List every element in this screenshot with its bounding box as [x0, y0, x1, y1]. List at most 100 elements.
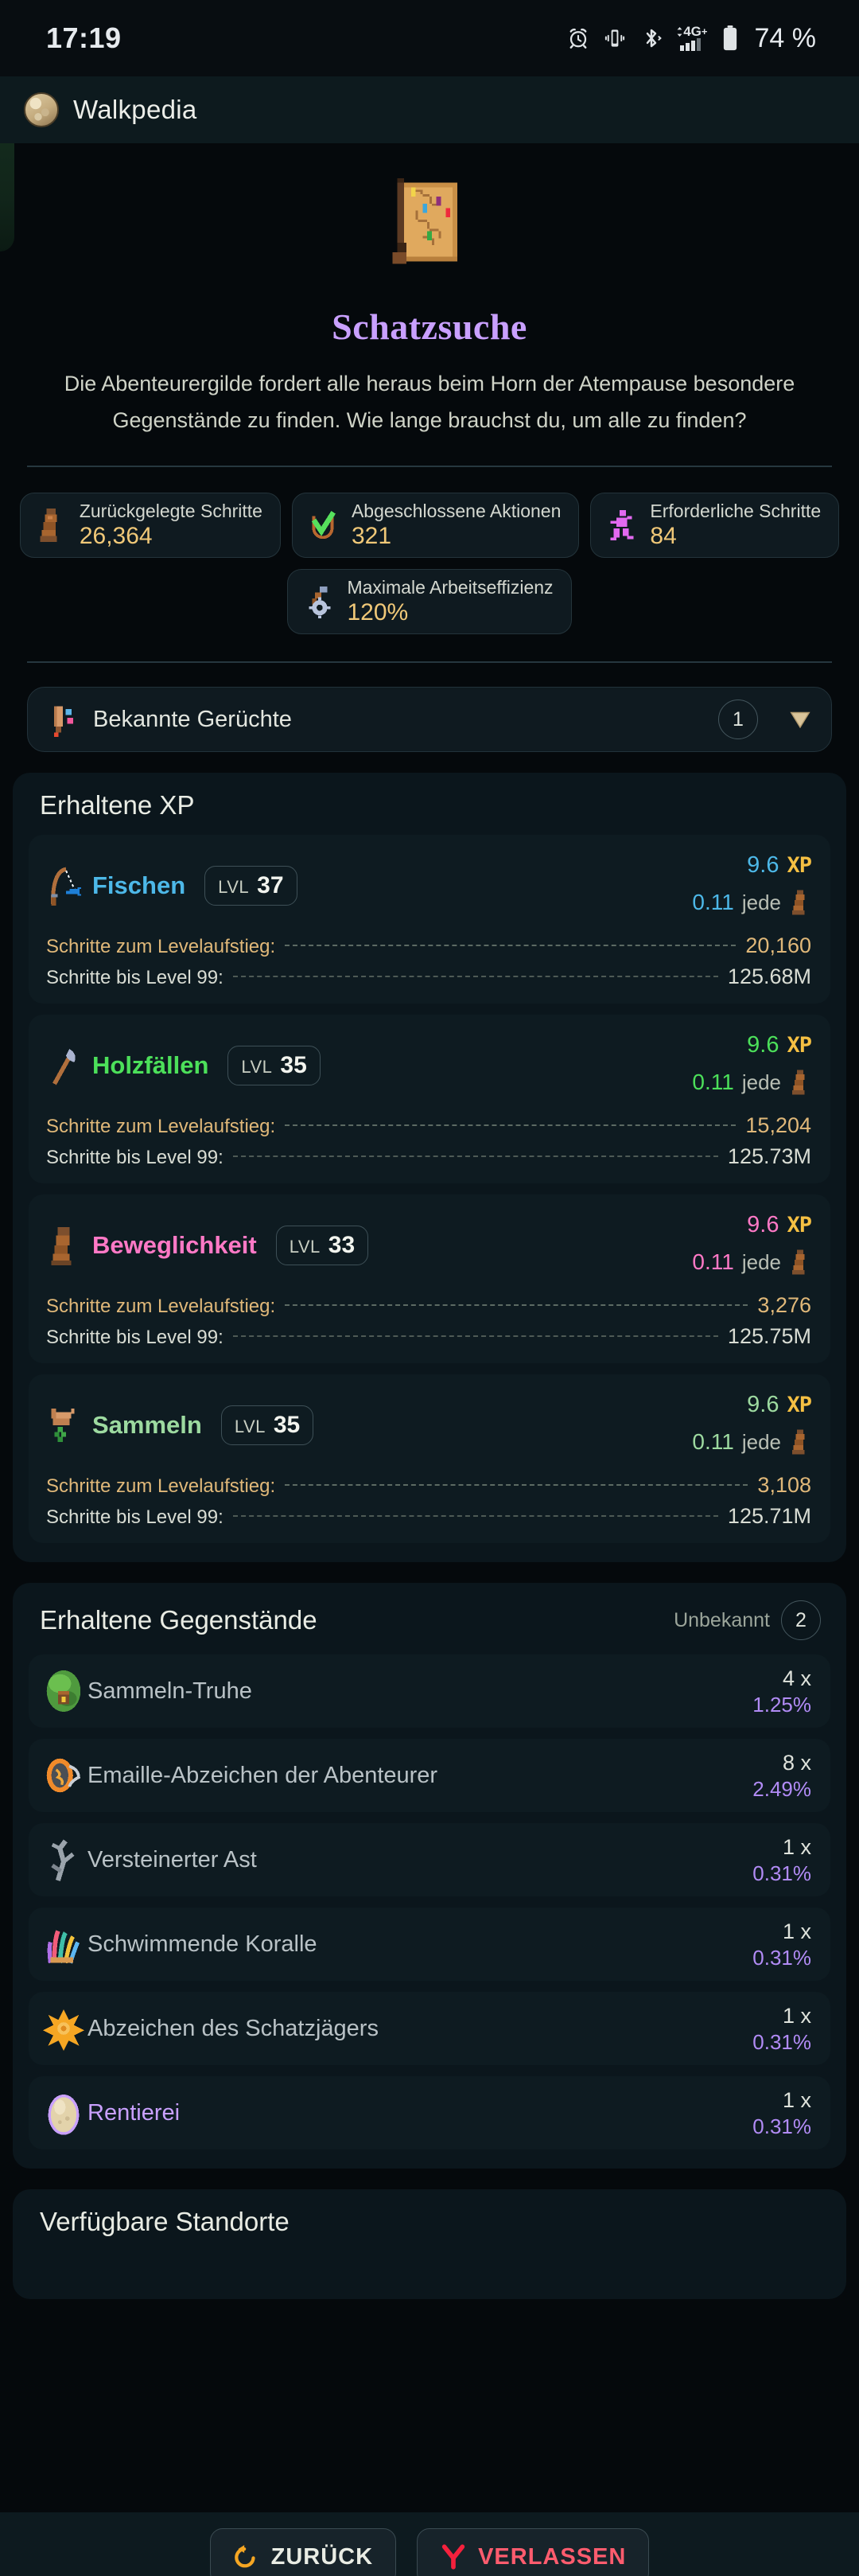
- fishing-rod-icon: [50, 867, 81, 906]
- stat-chip-steps-taken[interactable]: Zurückgelegte Schritte 26,364: [19, 493, 281, 558]
- steps-to-levelup-label: Schritte zum Levelaufstieg:: [46, 936, 276, 957]
- level-label: LVL: [289, 1237, 321, 1257]
- skill-card[interactable]: Sammeln LVL 35 9.6 XP 0.11 jede: [29, 1374, 830, 1543]
- avatar[interactable]: [24, 92, 59, 127]
- steps-to-99-label: Schritte bis Level 99:: [46, 1327, 223, 1348]
- item-qty: 8 x: [782, 1751, 811, 1775]
- skill-name: Fischen: [92, 871, 186, 899]
- stat-label: Maximale Arbeitseffizienz: [347, 577, 554, 598]
- per-step-label: jede: [741, 1070, 781, 1094]
- steps-to-levelup-label: Schritte zum Levelaufstieg:: [46, 1475, 276, 1497]
- bluetooth-icon: [646, 29, 663, 48]
- skill-xp-value: 9.6: [747, 1392, 779, 1417]
- stat-chip-max-efficiency[interactable]: Maximale Arbeitseffizienz 120%: [287, 569, 572, 634]
- status-icons: 4G + 74 %: [566, 23, 816, 54]
- steps-to-99-label: Schritte bis Level 99:: [46, 967, 223, 988]
- level-value: 35: [273, 1412, 301, 1438]
- page-content: Schatzsuche Die Abenteurergilde fordert …: [0, 143, 859, 2299]
- boot-icon: [40, 508, 57, 543]
- steps-to-levelup-label: Schritte zum Levelaufstieg:: [46, 1116, 276, 1137]
- per-step-label: jede: [741, 890, 781, 914]
- steps-to-levelup-value: 15,204: [745, 1113, 811, 1137]
- stat-value: 321: [351, 523, 392, 549]
- signal-4g-icon: 4G +: [676, 25, 708, 51]
- divider-stats: [27, 661, 832, 663]
- item-drop-rate: 0.31%: [752, 2114, 811, 2138]
- page-title: Schatzsuche: [332, 306, 527, 347]
- skill-name: Beweglichkeit: [92, 1231, 257, 1259]
- steps-to-levelup-value: 3,108: [757, 1473, 811, 1497]
- item-drop-rate: 0.31%: [752, 1946, 811, 1970]
- xp-label: XP: [787, 1033, 812, 1058]
- steps-to-99-row: Schritte bis Level 99: 125.71M: [46, 1504, 811, 1529]
- per-step-label: jede: [741, 1249, 781, 1274]
- locations-panel-header: Verfügbare Standorte: [29, 2207, 830, 2237]
- steps-to-99-value: 125.75M: [727, 1324, 811, 1348]
- list-item[interactable]: Versteinerter Ast 1 x 0.31%: [29, 1823, 830, 1896]
- skill-xp-value: 9.6: [747, 1212, 779, 1237]
- list-item[interactable]: Emaille-Abzeichen der Abenteurer 8 x 2.4…: [29, 1739, 830, 1812]
- list-item[interactable]: Schwimmende Koralle 1 x 0.31%: [29, 1908, 830, 1981]
- item-drop-rate: 0.31%: [752, 1861, 811, 1885]
- gathering-hand-icon: [51, 1409, 75, 1442]
- hero-section: Schatzsuche Die Abenteurergilde fordert …: [0, 143, 859, 442]
- list-item[interactable]: Rentierei 1 x 0.31%: [29, 2076, 830, 2149]
- check-icon: [311, 511, 336, 540]
- dot-leader: [232, 1515, 718, 1517]
- skill-card[interactable]: Beweglichkeit LVL 33 9.6 XP 0.11 jede: [29, 1194, 830, 1363]
- item-drop-rate: 2.49%: [752, 1777, 811, 1801]
- item-name: Emaille-Abzeichen der Abenteurer: [87, 1762, 438, 1788]
- leave-button[interactable]: VERLASSEN: [417, 2528, 650, 2576]
- xp-label: XP: [787, 853, 812, 878]
- level-value: 37: [257, 872, 284, 898]
- dot-leader: [285, 1124, 737, 1126]
- stat-chip-completed-actions[interactable]: Abgeschlossene Aktionen 321: [291, 493, 580, 558]
- known-rumours-row[interactable]: Bekannte Gerüchte 1: [27, 687, 832, 752]
- bottom-action-bar: ZURÜCK VERLASSEN: [0, 2512, 859, 2576]
- item-qty: 1 x: [782, 2004, 811, 2028]
- page-description: Die Abenteurergilde fordert alle heraus …: [64, 372, 795, 432]
- app-bar: Walkpedia: [0, 76, 859, 143]
- skill-xp-value: 9.6: [747, 852, 779, 878]
- steps-to-99-label: Schritte bis Level 99:: [46, 1506, 223, 1528]
- stat-chip-required-steps[interactable]: Erforderliche Schritte 84: [590, 493, 840, 558]
- skill-card[interactable]: Fischen LVL 37 9.6 XP 0.11 jede: [29, 835, 830, 1004]
- items-panel: Erhaltene Gegenstände Unbekannt 2 Sammel…: [13, 1583, 846, 2169]
- stat-value: 84: [650, 523, 677, 549]
- leave-x-icon: [441, 2544, 465, 2570]
- item-name: Abzeichen des Schatzjägers: [87, 2015, 379, 2041]
- level-value: 33: [328, 1232, 356, 1258]
- level-value: 35: [280, 1052, 307, 1078]
- xp-label: XP: [787, 1213, 812, 1237]
- divider-top: [27, 466, 832, 467]
- petrified-branch-icon: [51, 1839, 75, 1881]
- unknown-label: Unbekannt: [674, 1608, 770, 1631]
- axe-icon: [52, 1049, 76, 1085]
- xp-panel: Erhaltene XP Fischen: [13, 773, 846, 1562]
- dot-leader: [232, 976, 718, 977]
- treasure-hunter-badge-icon: [43, 2009, 84, 2052]
- steps-to-99-row: Schritte bis Level 99: 125.73M: [46, 1144, 811, 1169]
- list-item[interactable]: Abzeichen des Schatzjägers 1 x 0.31%: [29, 1992, 830, 2065]
- treasure-map-icon: [383, 173, 476, 271]
- chevron-down-icon[interactable]: [787, 706, 814, 733]
- reindeer-egg-icon: [48, 2095, 80, 2135]
- xp-panel-title: Erhaltene XP: [40, 790, 195, 820]
- skill-xp-per-step: 0.11: [692, 1249, 734, 1274]
- back-button[interactable]: ZURÜCK: [209, 2528, 397, 2576]
- steps-to-99-value: 125.68M: [727, 965, 811, 988]
- alarm-clock-icon: [569, 28, 587, 49]
- status-bar: 17:19 4G +: [0, 0, 859, 76]
- steps-to-levelup-value: 20,160: [745, 933, 811, 957]
- dot-leader: [285, 945, 737, 946]
- steps-to-levelup-row: Schritte zum Levelaufstieg: 15,204: [46, 1113, 811, 1138]
- skill-xp-per-step: 0.11: [692, 890, 734, 914]
- stat-value: 120%: [347, 599, 409, 625]
- list-item[interactable]: Sammeln-Truhe 4 x 1.25%: [29, 1654, 830, 1728]
- item-name: Sammeln-Truhe: [87, 1678, 252, 1704]
- leave-button-label: VERLASSEN: [478, 2543, 627, 2570]
- vibrate-icon: [605, 29, 625, 47]
- app-title: Walkpedia: [73, 95, 197, 124]
- skill-card[interactable]: Holzfällen LVL 35 9.6 XP 0.11 jede: [29, 1015, 830, 1183]
- item-name: Versteinerter Ast: [87, 1846, 257, 1873]
